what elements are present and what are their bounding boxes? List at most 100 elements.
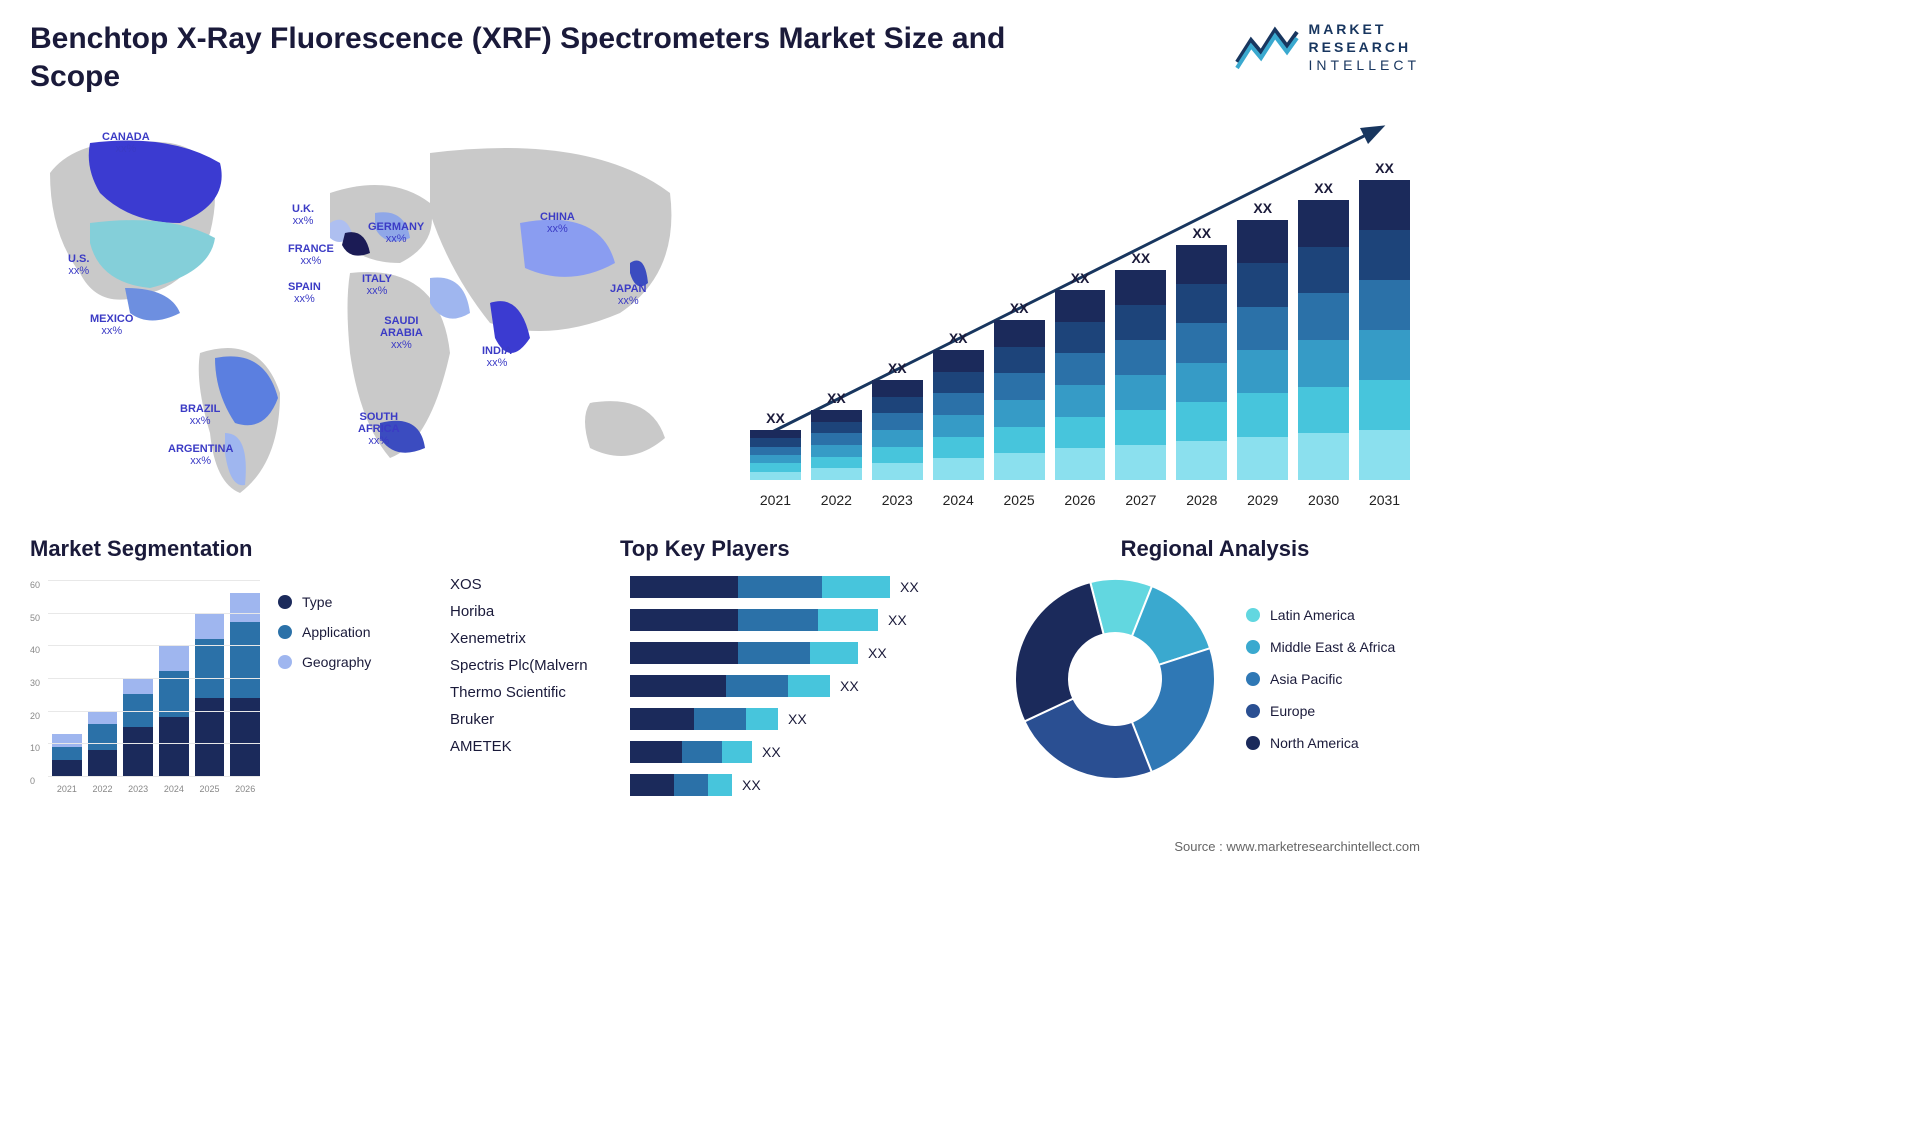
bar-col: XX [811, 390, 862, 480]
seg-year-label: 2022 [88, 784, 118, 794]
legend-label: Application [302, 624, 371, 640]
legend-item: Asia Pacific [1246, 671, 1395, 687]
bar-year-label: 2031 [1359, 492, 1410, 508]
bar-segment [872, 430, 923, 447]
player-bar-segment [674, 774, 708, 796]
seg-bar [123, 678, 153, 776]
regional-title: Regional Analysis [1010, 536, 1420, 562]
regional-legend: Latin AmericaMiddle East & AfricaAsia Pa… [1246, 607, 1395, 751]
map-country-label: SOUTH AFRICAxx% [358, 411, 400, 447]
seg-year-label: 2024 [159, 784, 189, 794]
player-bar-segment [694, 708, 746, 730]
player-bar-row: XX [630, 774, 990, 796]
bar-value-label: XX [827, 390, 846, 406]
bar-segment [1237, 263, 1288, 306]
logo-icon [1235, 22, 1299, 72]
bar-segment [1237, 393, 1288, 436]
y-tick: 50 [30, 613, 40, 623]
logo-line1: MARKET [1309, 20, 1420, 38]
bar-segment [811, 468, 862, 480]
bar-segment [1237, 350, 1288, 393]
player-bar-segment [630, 708, 694, 730]
bar-col: XX [1115, 250, 1166, 480]
player-bar-segment [708, 774, 732, 796]
bar-segment [1176, 245, 1227, 284]
bar-year-label: 2023 [872, 492, 923, 508]
bar-value-label: XX [1253, 200, 1272, 216]
map-country-label: BRAZILxx% [180, 403, 220, 427]
y-tick: 40 [30, 645, 40, 655]
page-title: Benchtop X-Ray Fluorescence (XRF) Spectr… [30, 20, 1030, 95]
header: Benchtop X-Ray Fluorescence (XRF) Spectr… [30, 20, 1420, 95]
legend-item: Geography [278, 654, 371, 670]
bar-segment [1115, 340, 1166, 375]
map-country-label: U.K.xx% [292, 203, 314, 227]
legend-swatch [278, 625, 292, 639]
market-segmentation-panel: Market Segmentation 20212022202320242025… [30, 536, 430, 796]
player-name: Spectris Plc(Malvern [450, 657, 610, 674]
player-name: Thermo Scientific [450, 684, 610, 701]
segmentation-legend: TypeApplicationGeography [278, 574, 371, 794]
bar-segment [750, 447, 801, 455]
bar-segment [811, 410, 862, 422]
player-bar-segment [630, 774, 674, 796]
player-bar-segment [630, 675, 726, 697]
bar-segment [933, 458, 984, 480]
player-bar-row: XX [630, 708, 990, 730]
bar-segment [1298, 387, 1349, 434]
map-country-label: U.S.xx% [68, 253, 89, 277]
bar-segment [1176, 402, 1227, 441]
legend-label: Europe [1270, 703, 1315, 719]
legend-item: Application [278, 624, 371, 640]
legend-item: North America [1246, 735, 1395, 751]
player-bar-segment [726, 675, 788, 697]
bar-segment [1298, 340, 1349, 387]
seg-segment [52, 734, 82, 747]
seg-year-label: 2025 [195, 784, 225, 794]
player-bar-segment [630, 576, 738, 598]
key-players-list: XOSHoribaXenemetrixSpectris Plc(MalvernT… [450, 574, 610, 796]
key-players-title: Top Key Players [620, 536, 990, 562]
bar-segment [933, 415, 984, 437]
bar-segment [994, 427, 1045, 454]
player-bar-segment [818, 609, 878, 631]
bar-segment [872, 413, 923, 430]
player-bar-segment [738, 609, 818, 631]
bar-segment [1115, 410, 1166, 445]
bar-col: XX [1359, 160, 1410, 480]
player-bar-segment [822, 576, 890, 598]
legend-item: Latin America [1246, 607, 1395, 623]
map-country-label: CANADAxx% [102, 131, 150, 155]
key-players-panel: Top Key Players XOSHoribaXenemetrixSpect… [450, 536, 990, 796]
legend-item: Europe [1246, 703, 1395, 719]
bar-value-label: XX [1192, 225, 1211, 241]
logo-line3: INTELLECT [1309, 56, 1420, 74]
map-region [585, 401, 665, 456]
map-country-label: INDIAxx% [482, 345, 512, 369]
bar-segment [1298, 200, 1349, 247]
player-name: AMETEK [450, 738, 610, 755]
seg-segment [123, 678, 153, 694]
bar-segment [1359, 280, 1410, 330]
bar-segment [1055, 322, 1106, 354]
bar-segment [1176, 363, 1227, 402]
seg-bar [195, 613, 225, 776]
bar-segment [1298, 433, 1349, 480]
bottom-row: Market Segmentation 20212022202320242025… [30, 536, 1420, 796]
legend-label: Geography [302, 654, 371, 670]
player-bar-segment [682, 741, 722, 763]
bar-year-label: 2024 [933, 492, 984, 508]
bar-col: XX [1176, 225, 1227, 480]
bar-segment [1055, 385, 1106, 417]
player-value-label: XX [742, 777, 761, 793]
regional-donut-chart [1010, 574, 1220, 784]
bar-segment [1055, 448, 1106, 480]
bar-segment [872, 447, 923, 464]
brand-logo: MARKET RESEARCH INTELLECT [1235, 20, 1420, 75]
seg-segment [88, 711, 118, 724]
bar-value-label: XX [1314, 180, 1333, 196]
seg-segment [195, 613, 225, 639]
player-bar-segment [630, 741, 682, 763]
bar-segment [1055, 417, 1106, 449]
bar-year-label: 2026 [1055, 492, 1106, 508]
